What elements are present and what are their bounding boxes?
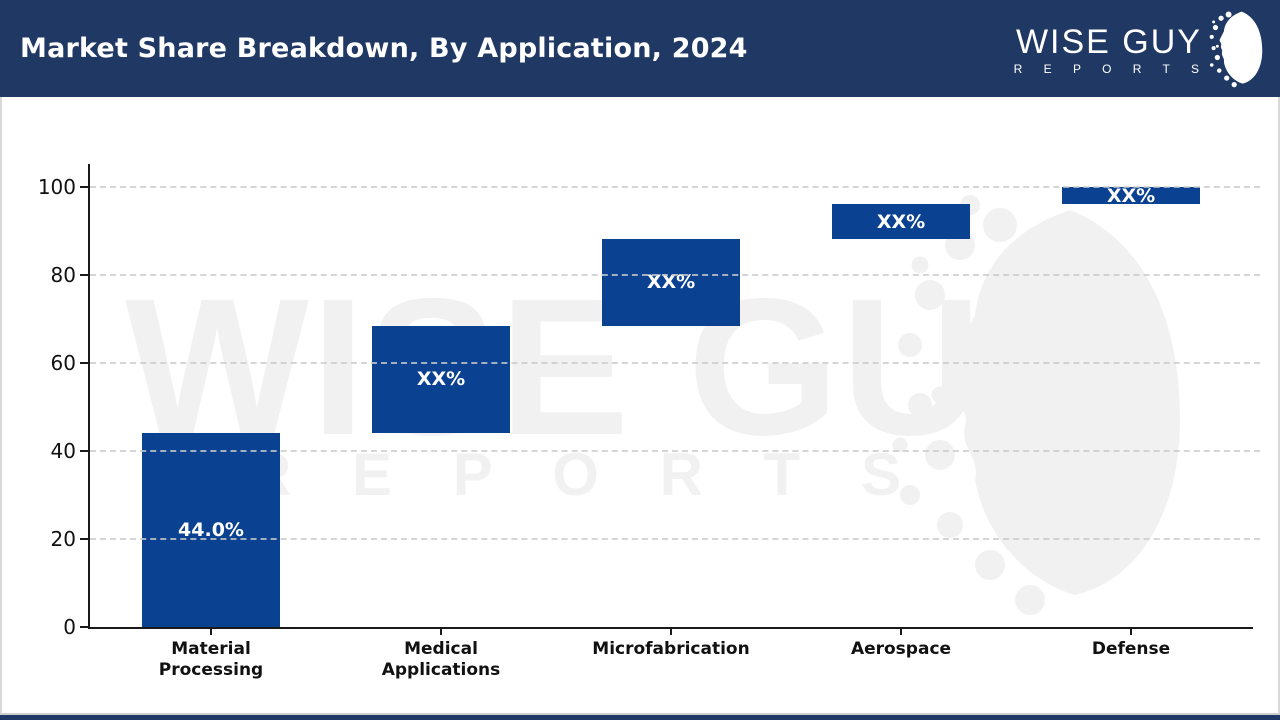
x-tick-label-0: Material Processing <box>158 639 264 680</box>
y-tick-0 <box>80 626 88 628</box>
bar-medical-applications: XX% <box>372 325 510 434</box>
brand-face-icon <box>1209 11 1263 88</box>
bar-defense: XX% <box>1062 184 1200 207</box>
header-bar: Market Share Breakdown, By Application, … <box>0 0 1280 97</box>
x-tick-2 <box>670 629 672 635</box>
x-tick-label-3: Aerospace <box>850 639 952 659</box>
brand-logo-text: WISE GUY R E P O R T S <box>1014 25 1202 76</box>
x-tick-label-2: Microfabrication <box>592 639 750 659</box>
y-tick-80 <box>80 274 88 276</box>
y-tick-40 <box>80 450 88 452</box>
x-axis-line <box>88 627 1253 629</box>
y-tick-label-60: 60 <box>50 351 76 375</box>
y-tick-label-40: 40 <box>50 439 76 463</box>
bar-microfabrication: XX% <box>602 238 740 326</box>
bar-aerospace: XX% <box>832 204 970 239</box>
gridline-40 <box>90 450 1260 452</box>
bar-value-label: XX% <box>1106 184 1156 207</box>
y-tick-100 <box>80 186 88 188</box>
x-tick-label-4: Defense <box>1091 639 1171 659</box>
y-tick-label-20: 20 <box>50 527 76 551</box>
page-title: Market Share Breakdown, By Application, … <box>20 33 748 64</box>
watermark-face-dots <box>892 195 1180 615</box>
gridline-80 <box>90 274 1260 276</box>
x-tick-label-1: Medical Applications <box>381 639 501 680</box>
brand-subname: R E P O R T S <box>1013 61 1208 76</box>
y-tick-label-0: 0 <box>63 615 76 639</box>
y-tick-20 <box>80 538 88 540</box>
y-tick-60 <box>80 362 88 364</box>
gridline-60 <box>90 362 1260 364</box>
gridline-20 <box>90 538 1260 540</box>
brand-logo: WISE GUY R E P O R T S <box>1014 6 1266 94</box>
bar-material-processing: 44.0% <box>142 433 280 627</box>
y-axis-line <box>88 164 90 629</box>
y-tick-label-100: 100 <box>37 175 76 199</box>
footer-bar <box>0 715 1280 720</box>
bar-value-label: 44.0% <box>178 519 244 542</box>
bar-value-label: XX% <box>416 368 466 391</box>
watermark-text-line2: R E P O R T S <box>248 441 923 508</box>
x-tick-3 <box>900 629 902 635</box>
bar-value-label: XX% <box>876 210 926 233</box>
x-tick-0 <box>210 629 212 635</box>
x-tick-1 <box>440 629 442 635</box>
bar-value-label: XX% <box>646 271 696 294</box>
footer-divider <box>0 713 1280 715</box>
gridline-100 <box>90 186 1260 188</box>
x-tick-4 <box>1130 629 1132 635</box>
brand-name: WISE GUY <box>1015 22 1202 61</box>
y-tick-label-80: 80 <box>50 263 76 287</box>
